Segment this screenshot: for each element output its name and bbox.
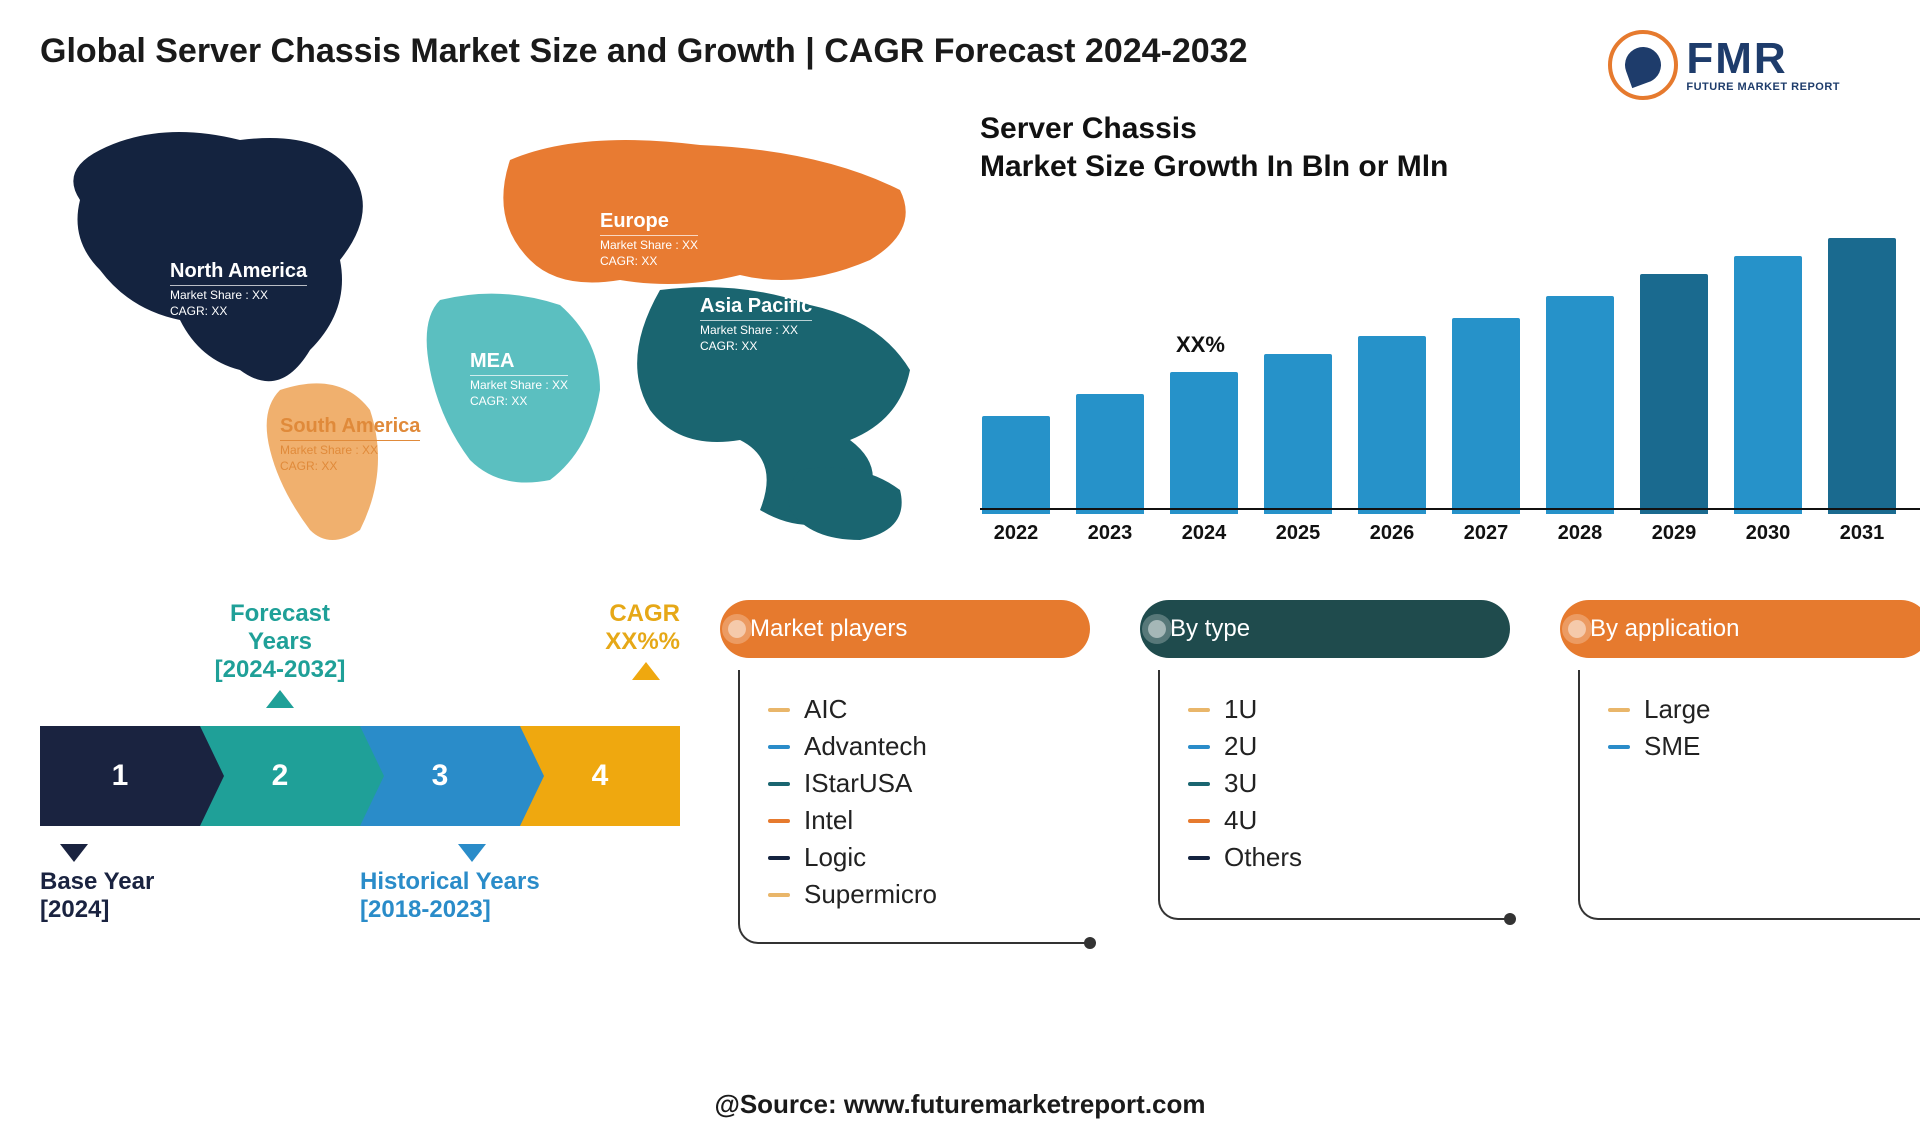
region-north-america [73, 132, 363, 381]
bar-2022: 2022 [980, 416, 1052, 545]
logo: FMR FUTURE MARKET REPORT [1608, 30, 1840, 100]
chevron-4: 4 [520, 726, 680, 826]
region-label-mea: MEAMarket Share : XXCAGR: XX [470, 350, 568, 409]
bar-year-label: 2024 [1182, 522, 1227, 545]
triangle-up-icon [632, 662, 660, 680]
bar-rect [1358, 336, 1426, 514]
category-header: By type [1140, 600, 1510, 658]
category-item: AIC [768, 694, 1080, 725]
bar-rect [1546, 296, 1614, 514]
category-item: 1U [1188, 694, 1500, 725]
world-map: North AmericaMarket Share : XXCAGR: XX So… [40, 110, 940, 550]
x-axis-line [980, 508, 1920, 510]
bar-2027: 2027 [1450, 318, 1522, 545]
bar-2029: 2029 [1638, 274, 1710, 545]
bar-rect [1170, 372, 1238, 514]
bar-2026: 2026 [1356, 336, 1428, 545]
category-0: Market players AIC Advantech IStarUSA Intel L… [720, 600, 1090, 944]
bar-year-label: 2026 [1370, 522, 1415, 545]
region-label-sa: South AmericaMarket Share : XXCAGR: XX [280, 415, 420, 474]
category-item: Logic [768, 842, 1080, 873]
historical-years-label: Historical Years [360, 868, 584, 896]
triangle-up-icon [266, 690, 294, 708]
source-attribution: @Source: www.futuremarketreport.com [714, 1089, 1205, 1120]
bar-year-label: 2027 [1464, 522, 1509, 545]
category-item: Others [1188, 842, 1500, 873]
bar-year-label: 2023 [1088, 522, 1133, 545]
categories-row: Market players AIC Advantech IStarUSA Intel L… [720, 600, 1920, 944]
chevron-1: 1 [40, 726, 200, 826]
bar-rect [1264, 354, 1332, 514]
category-item: Advantech [768, 731, 1080, 762]
cagr-value: XX%% [520, 628, 680, 656]
forecast-years-label: Forecast Years [200, 600, 360, 656]
bar-annotation-2024: XX% [1176, 332, 1225, 358]
bar-2024: 2024 [1168, 372, 1240, 545]
triangle-down-icon [458, 844, 486, 862]
category-item: Intel [768, 805, 1080, 836]
region-label-ap: Asia PacificMarket Share : XXCAGR: XX [700, 295, 812, 354]
bar-rect [982, 416, 1050, 514]
category-item: 4U [1188, 805, 1500, 836]
category-header: Market players [720, 600, 1090, 658]
category-item: Large [1608, 694, 1920, 725]
category-2: By application Large SME [1560, 600, 1920, 944]
bar-rect [1734, 256, 1802, 514]
bar-2031: 2031 [1826, 238, 1898, 545]
header: Global Server Chassis Market Size and Gr… [40, 30, 1880, 100]
chart-title: Server ChassisMarket Size Growth In Bln … [980, 110, 1920, 185]
chevron-row: 1 2 3 4 [40, 726, 680, 826]
bar-rect [1640, 274, 1708, 514]
bar-chart: Server ChassisMarket Size Growth In Bln … [960, 110, 1920, 550]
bar-2025: 2025 [1262, 354, 1334, 545]
triangle-down-icon [60, 844, 88, 862]
chevron-2: 2 [200, 726, 360, 826]
category-item: 2U [1188, 731, 1500, 762]
chevron-3: 3 [360, 726, 520, 826]
bar-year-label: 2025 [1276, 522, 1321, 545]
telescope-icon [1608, 30, 1678, 100]
top-row: North AmericaMarket Share : XXCAGR: XX So… [40, 110, 1880, 550]
category-item: Supermicro [768, 879, 1080, 910]
bars-container: 2022 2023 2024 2025 2026 2027 2028 2029 2030 2031… [980, 225, 1920, 545]
category-1: By type 1U 2U 3U 4U Others [1140, 600, 1510, 944]
bar-year-label: 2030 [1746, 522, 1791, 545]
category-body: 1U 2U 3U 4U Others [1158, 670, 1510, 920]
region-australia [789, 468, 902, 541]
base-year-label: Base Year [40, 868, 200, 896]
bar-2023: 2023 [1074, 394, 1146, 545]
bar-rect [1452, 318, 1520, 514]
region-label-eu: EuropeMarket Share : XXCAGR: XX [600, 210, 698, 269]
category-body: Large SME [1578, 670, 1920, 920]
bar-rect [1076, 394, 1144, 514]
forecast-years-range: [2024-2032] [200, 656, 360, 684]
timeline: Forecast Years [2024-2032] CAGR XX%% 1 2… [40, 600, 680, 924]
bottom-row: Forecast Years [2024-2032] CAGR XX%% 1 2… [40, 600, 1880, 944]
category-item: 3U [1188, 768, 1500, 799]
region-europe [503, 140, 905, 284]
historical-years-range: [2018-2023] [360, 896, 584, 924]
category-header: By application [1560, 600, 1920, 658]
base-year-range: [2024] [40, 896, 200, 924]
cagr-label: CAGR [520, 600, 680, 628]
category-item: IStarUSA [768, 768, 1080, 799]
logo-abbr: FMR [1686, 37, 1840, 81]
logo-subtitle: FUTURE MARKET REPORT [1686, 81, 1840, 93]
bar-year-label: 2031 [1840, 522, 1885, 545]
bar-rect [1828, 238, 1896, 514]
bar-year-label: 2029 [1652, 522, 1697, 545]
category-item: SME [1608, 731, 1920, 762]
region-label-na: North AmericaMarket Share : XXCAGR: XX [170, 260, 307, 319]
bar-year-label: 2022 [994, 522, 1039, 545]
bar-2030: 2030 [1732, 256, 1804, 545]
bar-year-label: 2028 [1558, 522, 1603, 545]
page-title: Global Server Chassis Market Size and Gr… [40, 30, 1248, 73]
category-body: AIC Advantech IStarUSA Intel Logic Supermicro [738, 670, 1090, 944]
